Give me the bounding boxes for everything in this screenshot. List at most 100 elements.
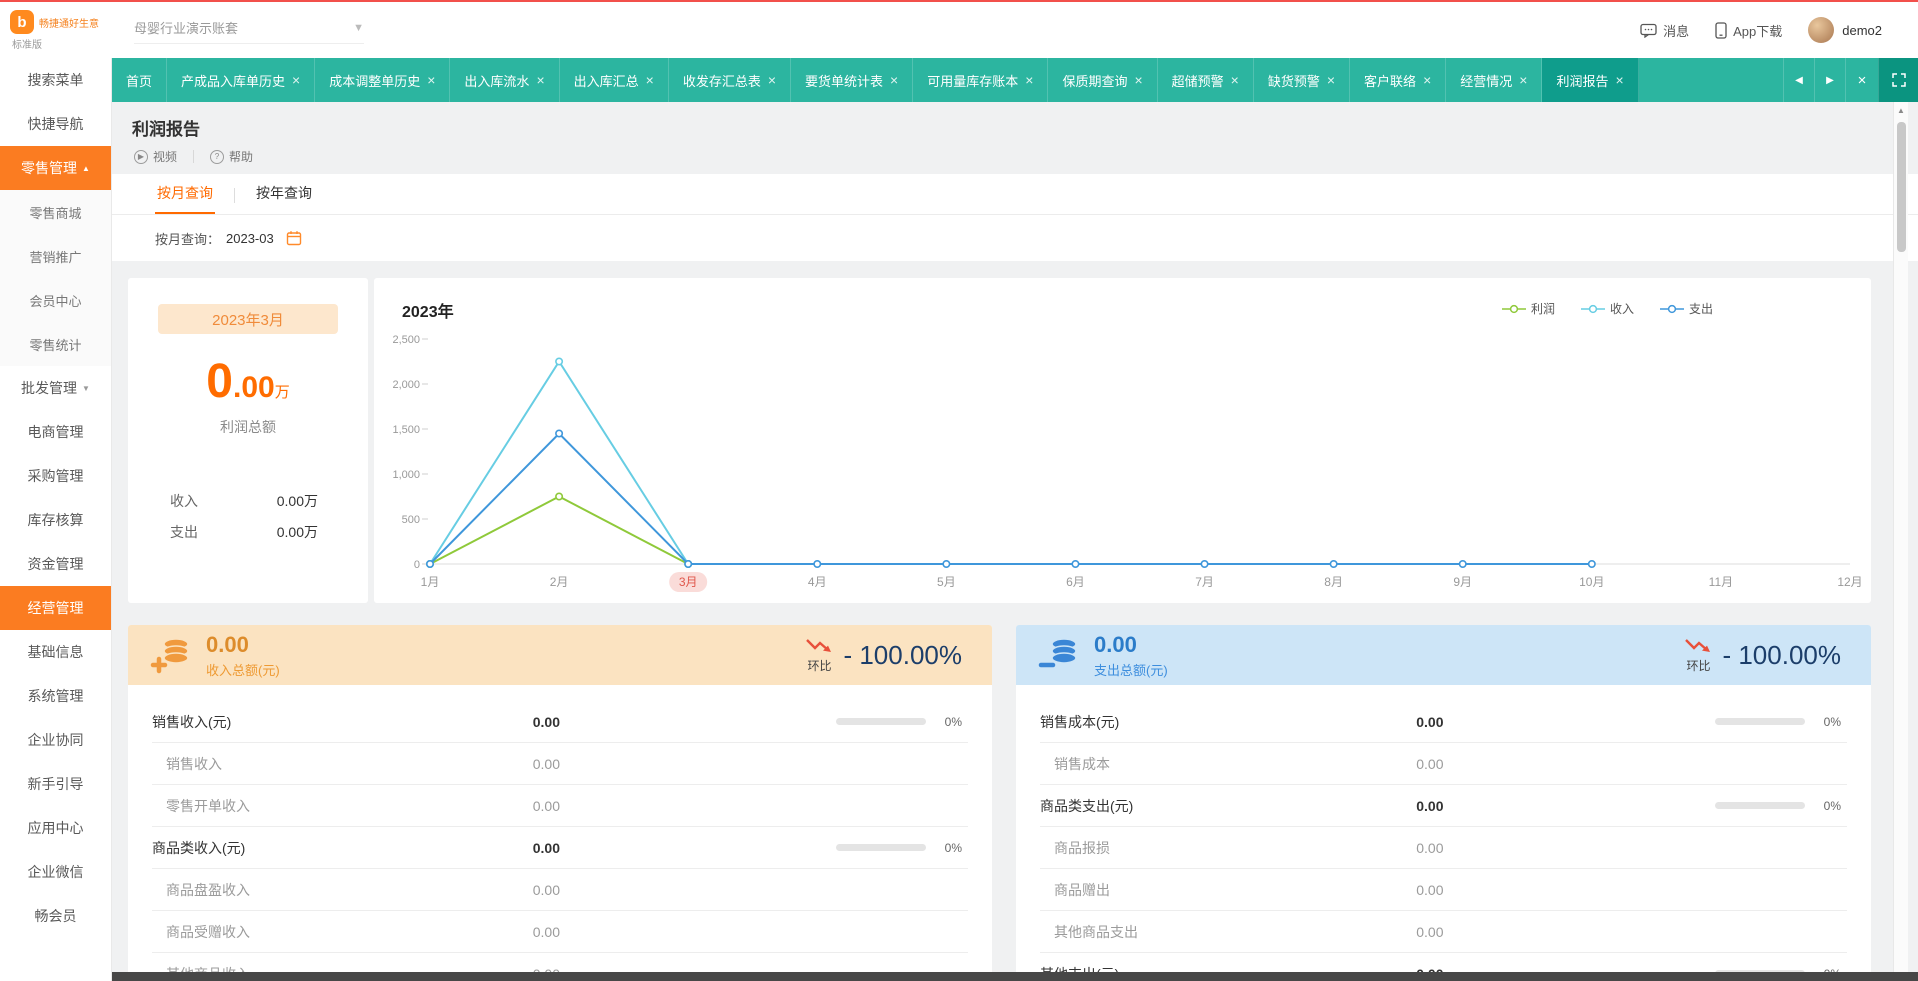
expense-coins-icon — [1038, 633, 1080, 678]
help-icon: ? — [210, 149, 225, 164]
calendar-icon[interactable] — [286, 230, 302, 246]
user-menu[interactable]: demo2 — [1808, 17, 1882, 43]
chevron-down-icon: ▼ — [353, 21, 364, 34]
tabs-scroll-right-button[interactable]: ▶ — [1814, 58, 1845, 102]
messages-button[interactable]: 消息 — [1640, 21, 1689, 40]
account-select[interactable]: 母婴行业演示账套 ▼ — [134, 18, 364, 44]
main-content: 利润报告 ▶ 视频 ? 帮助 按月查询 按年查询 按月查询： 2023-03 202… — [112, 102, 1918, 981]
sidebar-item-零售统计[interactable]: 零售统计 — [0, 322, 111, 366]
sidebar-item-企业协同[interactable]: 企业协同 — [27, 732, 84, 748]
sidebar-item-快捷导航[interactable]: 快捷导航 — [27, 116, 84, 132]
scroll-up-icon[interactable]: ▲ — [1897, 106, 1905, 115]
loading-bar — [0, 0, 1918, 2]
tab-close-icon[interactable]: × — [1615, 72, 1624, 88]
sidebar-item-资金管理[interactable]: 资金管理 — [27, 556, 84, 572]
tab-保质期查询[interactable]: 保质期查询 × — [1048, 58, 1158, 102]
summary-row: 支出 0.00万 — [170, 523, 318, 540]
sidebar-item-畅会员[interactable]: 畅会员 — [34, 908, 77, 924]
tab-要货单统计表[interactable]: 要货单统计表 × — [791, 58, 914, 102]
tab-close-icon[interactable]: × — [536, 72, 545, 88]
svg-text:6月: 6月 — [1066, 575, 1085, 589]
sidebar: 搜索菜单 快捷导航 零售管理 ▲ 零售商城 营销推广 会员中心 零售统计 批发管… — [0, 58, 112, 981]
tab-收发存汇总表[interactable]: 收发存汇总表 × — [669, 58, 792, 102]
stat-row: 商品报损 0.00 — [1040, 827, 1847, 869]
profit-chart-card: 2023年 利润 收入 支出 0 500 1,000 1,500 2,000 2,500 1… — [374, 278, 1871, 603]
stat-row: 销售成本 0.00 — [1040, 743, 1847, 785]
progress-bar — [836, 718, 926, 725]
sidebar-item-搜索菜单[interactable]: 搜索菜单 — [27, 72, 84, 88]
phone-icon — [1715, 21, 1727, 39]
tab-可用量库存账本[interactable]: 可用量库存账本 × — [913, 58, 1049, 102]
stat-row: 销售收入(元) 0.00 0% — [152, 701, 968, 743]
app-header: b 畅捷通好生意 标准版 母婴行业演示账套 ▼ 消息 App下载 demo2 — [0, 2, 1918, 58]
help-link[interactable]: ? 帮助 — [210, 148, 253, 165]
svg-text:8月: 8月 — [1324, 575, 1343, 589]
legend-item[interactable]: 支出 — [1659, 300, 1713, 317]
sidebar-item-企业微信[interactable]: 企业微信 — [27, 864, 84, 880]
tab-产成品入库单历史[interactable]: 产成品入库单历史 × — [167, 58, 316, 102]
sidebar-item-采购管理[interactable]: 采购管理 — [27, 468, 84, 484]
sidebar-item-批发管理[interactable]: 批发管理 ▼ — [21, 380, 90, 396]
trend-down-icon — [805, 637, 833, 656]
sidebar-item-零售商城[interactable]: 零售商城 — [0, 190, 111, 234]
tabs-scroll-left-button[interactable]: ◀ — [1783, 58, 1814, 102]
tab-close-icon[interactable]: × — [427, 72, 436, 88]
sidebar-item-新手引导[interactable]: 新手引导 — [27, 776, 84, 792]
tab-出入库汇总[interactable]: 出入库汇总 × — [560, 58, 669, 102]
tab-成本调整单历史[interactable]: 成本调整单历史 × — [315, 58, 451, 102]
legend-item[interactable]: 利润 — [1501, 300, 1555, 317]
sidebar-item-营销推广[interactable]: 营销推广 — [0, 234, 111, 278]
tab-close-icon[interactable]: × — [1326, 72, 1336, 88]
sidebar-item-应用中心[interactable]: 应用中心 — [27, 820, 84, 836]
tab-利润报告[interactable]: 利润报告 × — [1542, 58, 1639, 102]
period-badge: 2023年3月 — [158, 304, 338, 334]
tab-bar: 首页 产成品入库单历史 × 成本调整单历史 × 出入库流水 × 出入库汇总 × … — [112, 58, 1918, 102]
sidebar-item-经营管理[interactable]: 经营管理 — [0, 586, 111, 630]
sidebar-item-会员中心[interactable]: 会员中心 — [0, 278, 111, 322]
svg-text:2月: 2月 — [550, 575, 569, 589]
tab-close-icon[interactable]: × — [1230, 72, 1239, 88]
tab-close-icon[interactable]: × — [1519, 72, 1528, 88]
summary-row: 收入 0.00万 — [170, 492, 318, 509]
month-filter-value[interactable]: 2023-03 — [226, 230, 274, 246]
sidebar-item-库存核算[interactable]: 库存核算 — [27, 512, 84, 528]
sidebar-item-系统管理[interactable]: 系统管理 — [27, 688, 84, 704]
svg-text:3月: 3月 — [679, 575, 698, 589]
vertical-scrollbar[interactable]: ▲ — [1893, 102, 1908, 972]
expense-card: 0.00 支出总额(元) 环比 - 100.00% 销售成本(元) 0.00 0… — [1016, 625, 1871, 981]
scrollbar-thumb[interactable] — [1897, 122, 1906, 252]
stat-row: 商品受赠收入 0.00 — [152, 911, 968, 953]
tab-close-icon[interactable]: × — [1025, 72, 1034, 88]
tab-close-icon[interactable]: × — [767, 72, 777, 88]
app-download-button[interactable]: App下载 — [1715, 21, 1782, 40]
tab-经营情况[interactable]: 经营情况 × — [1446, 58, 1543, 102]
tab-yearly-query[interactable]: 按年查询 — [256, 185, 312, 201]
svg-text:500: 500 — [402, 514, 420, 526]
tab-客户联络[interactable]: 客户联络 × — [1350, 58, 1447, 102]
video-link[interactable]: ▶ 视频 — [134, 148, 177, 165]
filter-label: 按月查询： — [155, 231, 221, 247]
tab-缺货预警[interactable]: 缺货预警 × — [1254, 58, 1351, 102]
tab-首页[interactable]: 首页 — [112, 58, 168, 102]
sidebar-item-基础信息[interactable]: 基础信息 — [27, 644, 84, 660]
fullscreen-button[interactable] — [1878, 58, 1918, 102]
tab-close-icon[interactable]: × — [645, 72, 654, 88]
account-select-value: 母婴行业演示账套 — [134, 21, 239, 36]
income-coins-icon — [150, 633, 192, 678]
sidebar-item-电商管理[interactable]: 电商管理 — [27, 424, 84, 440]
tab-monthly-query[interactable]: 按月查询 — [155, 183, 215, 214]
svg-text:1月: 1月 — [421, 575, 440, 589]
tab-close-icon[interactable]: × — [1134, 72, 1143, 88]
tabs-close-button[interactable]: × — [1845, 58, 1878, 102]
horizontal-scrollbar[interactable] — [112, 972, 1918, 981]
tab-出入库流水[interactable]: 出入库流水 × — [450, 58, 560, 102]
legend-item[interactable]: 收入 — [1580, 300, 1634, 317]
tab-close-icon[interactable]: × — [292, 72, 301, 88]
tab-close-icon[interactable]: × — [1423, 72, 1432, 88]
income-total: 0.00 — [206, 631, 249, 657]
username: demo2 — [1842, 22, 1882, 38]
income-ratio-value: - 100.00% — [843, 639, 962, 670]
tab-close-icon[interactable]: × — [890, 72, 899, 88]
tab-超储预警[interactable]: 超储预警 × — [1158, 58, 1254, 102]
sidebar-item-零售管理[interactable]: 零售管理 ▲ — [0, 146, 111, 190]
